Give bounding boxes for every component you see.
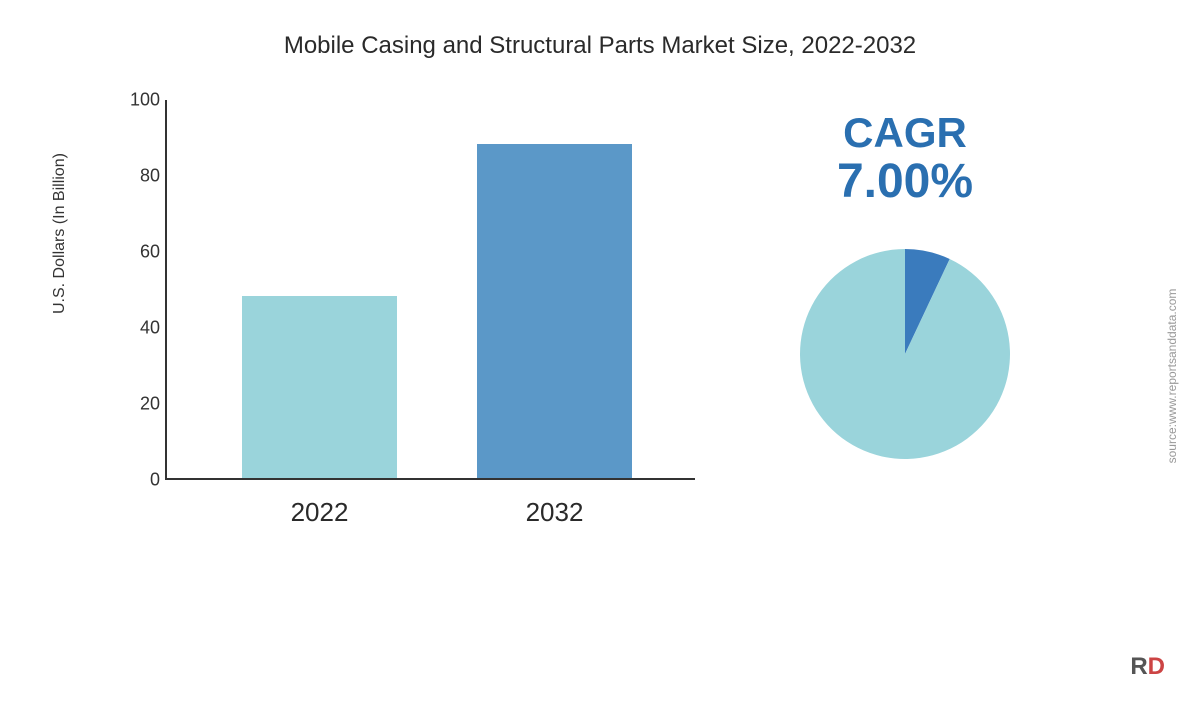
y-tick: 100	[130, 90, 160, 111]
content-container: U.S. Dollars (In Billion) 020406080100 2…	[0, 100, 1200, 570]
pie-chart	[800, 249, 1010, 464]
logo-r: R	[1130, 653, 1147, 680]
logo-d: D	[1148, 653, 1165, 680]
pie-slice	[800, 249, 1010, 459]
y-axis-label: U.S. Dollars (In Billion)	[51, 153, 69, 314]
y-tick: 80	[130, 166, 160, 187]
bar-2022	[242, 296, 397, 478]
cagr-label: CAGR	[843, 110, 967, 156]
bar-2032	[477, 144, 632, 478]
source-attribution: source:www.reportsanddata.com	[1165, 289, 1179, 464]
y-tick: 60	[130, 242, 160, 263]
cagr-panel: CAGR 7.00%	[800, 100, 1010, 570]
x-label: 2022	[291, 497, 349, 528]
bar-chart: U.S. Dollars (In Billion) 020406080100 2…	[80, 100, 700, 570]
x-label: 2032	[526, 497, 584, 528]
chart-title: Mobile Casing and Structural Parts Marke…	[0, 32, 1200, 60]
y-tick: 40	[130, 318, 160, 339]
plot-area: 20222032	[165, 100, 695, 480]
y-tick: 0	[130, 470, 160, 491]
logo: RD	[1130, 653, 1165, 681]
cagr-value: 7.00%	[837, 156, 973, 209]
y-tick: 20	[130, 394, 160, 415]
